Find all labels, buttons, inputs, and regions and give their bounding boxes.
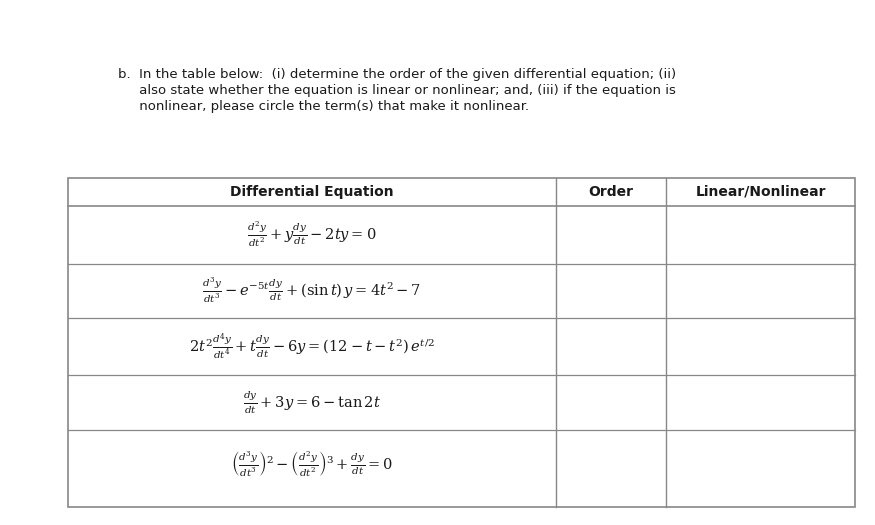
Text: Differential Equation: Differential Equation [230,185,394,199]
Text: $\frac{d^3y}{dt^3} - e^{-5t}\frac{dy}{dt} + (\sin t)\, y = 4t^2 - 7$: $\frac{d^3y}{dt^3} - e^{-5t}\frac{dy}{dt… [202,276,422,306]
Text: Linear/Nonlinear: Linear/Nonlinear [696,185,826,199]
Text: nonlinear, please circle the term(s) that make it nonlinear.: nonlinear, please circle the term(s) tha… [118,100,529,113]
Text: $\frac{d^2y}{dt^2} + y\frac{dy}{dt} - 2ty = 0$: $\frac{d^2y}{dt^2} + y\frac{dy}{dt} - 2t… [248,220,376,249]
Text: $\left(\frac{d^3y}{dt^3}\right)^{2} - \left(\frac{d^2y}{dt^2}\right)^{3} + \frac: $\left(\frac{d^3y}{dt^3}\right)^{2} - \l… [231,449,393,479]
Text: Order: Order [589,185,634,199]
Text: b.  In the table below:  (i) determine the order of the given differential equat: b. In the table below: (i) determine the… [118,68,676,81]
Text: $\frac{dy}{dt} + 3y = 6 - \tan 2t$: $\frac{dy}{dt} + 3y = 6 - \tan 2t$ [243,390,381,416]
Bar [68,178,855,507]
Text: $2t^2\frac{d^4y}{dt^4} + t\frac{dy}{dt} - 6y = (12 - t - t^2)\,e^{t/2}$: $2t^2\frac{d^4y}{dt^4} + t\frac{dy}{dt} … [189,331,435,362]
Text: also state whether the equation is linear or nonlinear; and, (iii) if the equati: also state whether the equation is linea… [118,84,676,97]
